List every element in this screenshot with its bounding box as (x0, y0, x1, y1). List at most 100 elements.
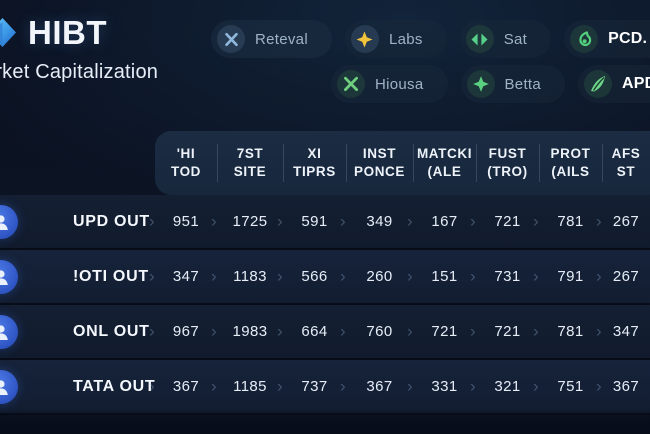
chip-row-primary: Reteval Labs Sat (211, 20, 650, 58)
table-cell: 367 (155, 378, 217, 395)
chip-reteval[interactable]: Reteval (211, 20, 332, 58)
table-cell: 349 (346, 213, 413, 230)
table-cell: 260 (346, 268, 413, 285)
table-header-row: 'HI TOD 7ST SITE XI TIPRS INST PONCE MAT… (155, 131, 650, 195)
column-header-line1: MATCKI (416, 145, 473, 161)
growth-arc-icon (584, 70, 613, 98)
column-header-line2: TIPRS (293, 164, 336, 179)
column-header-line1: 'HI (176, 145, 196, 161)
table-cell: 267 (602, 268, 650, 285)
table-cell: 731 (476, 268, 539, 285)
chip-label: APD. UT (622, 75, 650, 92)
table-cell: 781 (539, 323, 602, 340)
table-row[interactable]: UPD OUT 951 1725 591 349 167 721 781 267 (0, 195, 650, 250)
column-header[interactable]: MATCKI (ALE (413, 142, 476, 184)
user-avatar-icon (0, 314, 18, 349)
row-label: ONL OUT (73, 322, 150, 340)
row-cells: 951 1725 591 349 167 721 781 267 (155, 195, 650, 248)
column-header[interactable]: 'HI TOD (155, 142, 217, 184)
table-cell: 331 (413, 378, 476, 395)
table-cell: 1725 (217, 213, 283, 230)
chip-betta[interactable]: Betta (460, 65, 566, 103)
table-cell: 151 (413, 268, 476, 285)
x-cross-green-icon (337, 70, 365, 98)
column-header-line1: PROT (550, 145, 591, 161)
row-cells: 347 1183 566 260 151 731 791 267 (155, 250, 650, 303)
chip-label: Hiousa (375, 75, 424, 93)
column-header-line2: (ALE (427, 164, 462, 179)
star-four-icon (466, 70, 495, 98)
table-cell: 737 (283, 378, 346, 395)
column-header-line1: 7ST (236, 145, 264, 161)
table-cell: 791 (539, 268, 602, 285)
user-avatar-icon (0, 259, 18, 294)
column-header[interactable]: 7ST SITE (217, 142, 283, 184)
user-avatar-icon (0, 369, 18, 404)
chip-hiousa[interactable]: Hiousa (331, 65, 448, 103)
table-row[interactable]: TATA OUT 367 1185 737 367 331 321 751 36… (0, 360, 650, 415)
page-subtitle: arket Capitalization (0, 61, 159, 83)
table-cell: 721 (413, 323, 476, 340)
table-cell: 721 (476, 323, 539, 340)
row-label: !OTI OUT (73, 267, 149, 285)
column-header-line1: XI (307, 145, 322, 161)
page-header: HIBT arket Capitalization Reteval (0, 0, 650, 120)
table-cell: 751 (539, 378, 602, 395)
table-cell: 321 (476, 378, 539, 395)
chip-labs[interactable]: Labs (344, 20, 447, 58)
column-header-line2: SITE (233, 164, 267, 179)
column-header-line2: (TRO) (487, 164, 528, 179)
row-cells: 967 1983 664 760 721 721 781 347 (155, 305, 650, 358)
user-avatar-icon (0, 204, 18, 239)
row-label: TATA OUT (73, 377, 156, 395)
column-header-line1: AFS (611, 145, 641, 161)
chip-apd[interactable]: APD. UT (578, 65, 650, 103)
column-header[interactable]: PROT (AILS (539, 142, 602, 184)
table-row[interactable]: !OTI OUT 347 1183 566 260 151 731 791 26… (0, 250, 650, 305)
table-cell: 1983 (217, 323, 283, 340)
column-header[interactable]: FUST (TRO) (476, 142, 539, 184)
x-cross-icon (217, 25, 245, 53)
chip-label: Reteval (255, 30, 308, 48)
column-header[interactable]: XI TIPRS (283, 142, 346, 184)
column-header-line2: (AILS (551, 164, 590, 179)
column-header-line2: ST (616, 164, 636, 179)
brand-block: HIBT arket Capitalization (0, 16, 158, 84)
table-row[interactable]: ONL OUT 967 1983 664 760 721 721 781 347 (0, 305, 650, 360)
table-cell: 721 (476, 213, 539, 230)
chip-sat[interactable]: Sat (459, 20, 552, 58)
column-header[interactable]: INST PONCE (346, 142, 413, 184)
row-label: UPD OUT (73, 212, 150, 230)
table-cell: 267 (602, 213, 650, 230)
table-cell: 1183 (217, 268, 283, 285)
code-arrows-icon (465, 25, 494, 53)
table-cell: 1185 (217, 378, 283, 395)
table-cell: 760 (346, 323, 413, 340)
chip-label: Betta (504, 75, 542, 93)
chip-pcd[interactable]: PCD. 6X (564, 20, 650, 58)
chip-label: Labs (388, 30, 423, 48)
table-cell: 664 (283, 323, 346, 340)
column-header[interactable]: AFS ST (602, 142, 650, 184)
row-cells: 367 1185 737 367 331 321 751 367 (155, 360, 650, 413)
table-cell: 967 (155, 323, 217, 340)
chip-label: Sat (503, 30, 528, 48)
table-cell: 167 (413, 213, 476, 230)
table-cell: 367 (602, 378, 650, 395)
star-sparkle-icon (350, 25, 379, 53)
capitalization-table: 'HI TOD 7ST SITE XI TIPRS INST PONCE MAT… (0, 131, 650, 415)
column-header-line1: INST (362, 145, 397, 161)
table-cell: 566 (283, 268, 346, 285)
brand-row: HIBT (0, 16, 158, 49)
table-cell: 591 (283, 213, 346, 230)
column-header-line2: TOD (170, 164, 202, 179)
seedling-icon (570, 25, 599, 53)
table-cell: 367 (346, 378, 413, 395)
chip-row-secondary: Hiousa Betta APD. UT (331, 65, 650, 103)
table-cell: 951 (155, 213, 217, 230)
table-cell: 781 (539, 213, 602, 230)
brand-name: HIBT (28, 14, 107, 51)
table-cell: 347 (602, 323, 650, 340)
column-header-line2: PONCE (353, 164, 405, 179)
